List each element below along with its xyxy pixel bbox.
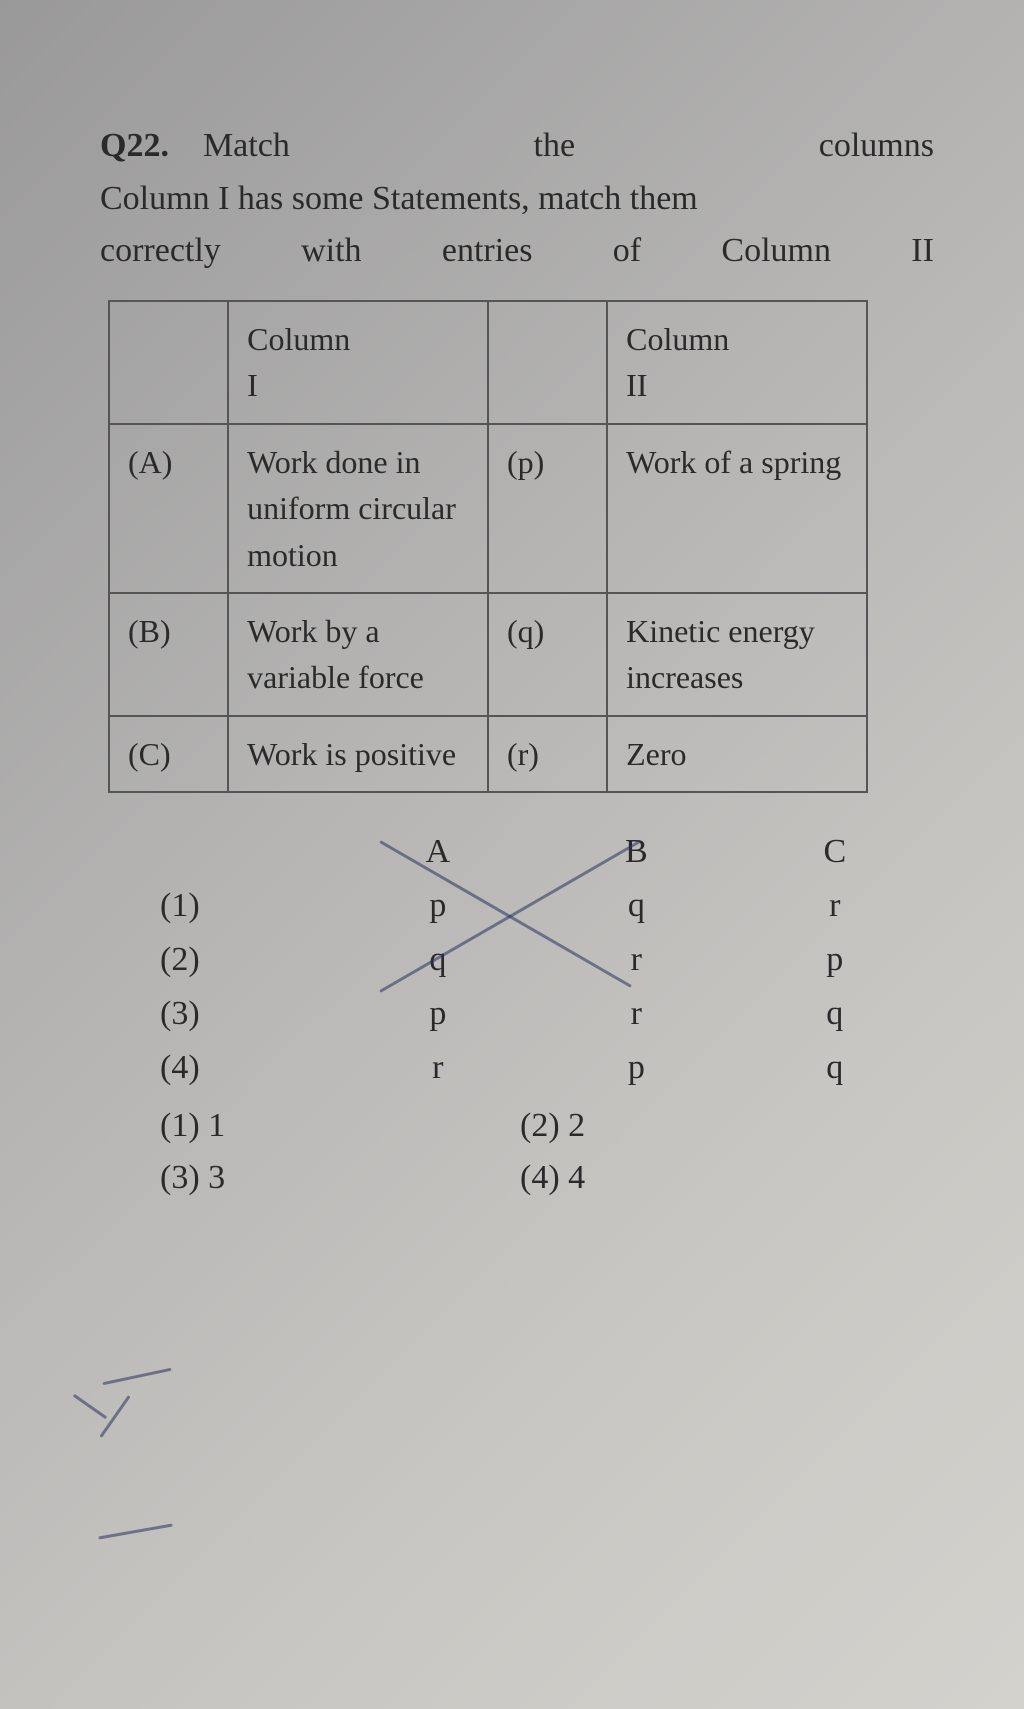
opt1-b: q [537, 887, 735, 925]
question-line-2: Column I has some Statements, match them [100, 173, 934, 226]
row-key-p: (p) [488, 424, 607, 593]
row-key-r: (r) [488, 716, 607, 792]
subopt-4: (4) 4 [520, 1159, 880, 1197]
q-line3-w5: Column [721, 225, 831, 278]
option-row-2: (2) q r p [160, 941, 934, 979]
subopt-row-2: (3) 3 (4) 4 [160, 1159, 934, 1197]
table-row: (C) Work is positive (r) Zero [109, 716, 867, 792]
row-label-c: (C) [109, 716, 228, 792]
subopt-row-1: (1) 1 (2) 2 [160, 1107, 934, 1145]
table-row: (B) Work by a variable force (q) Kinetic… [109, 593, 867, 716]
question-header: Q22. Match the columns Column I has some… [100, 120, 934, 278]
match-table: Column I Column II (A) Work done in unif… [108, 300, 868, 793]
q-line3-w6: II [911, 225, 934, 278]
q-line3-w3: entries [442, 225, 533, 278]
table-row: (A) Work done in uniform circular motion… [109, 424, 867, 593]
q-line1-word3: columns [819, 120, 934, 173]
options-header: A B C [160, 833, 934, 871]
opt3-c: q [736, 995, 934, 1033]
row-label-a: (A) [109, 424, 228, 593]
question-line-1: Q22. Match the columns [100, 120, 934, 173]
q-line1-word2: the [534, 120, 576, 173]
page: Q22. Match the columns Column I has some… [0, 0, 1024, 1709]
q-line1-word1: Match [203, 127, 290, 164]
option-row-3: (3) p r q [160, 995, 934, 1033]
opt1-a: p [339, 887, 537, 925]
opt2-b: r [537, 941, 735, 979]
subopt-2: (2) 2 [520, 1107, 880, 1145]
opt1-c: r [736, 887, 934, 925]
opt2-n: (2) [160, 941, 339, 979]
option-row-1: (1) p q r [160, 887, 934, 925]
row-col1-a: Work done in uniform circular motion [228, 424, 488, 593]
q-line3-w4: of [613, 225, 641, 278]
row-key-q: (q) [488, 593, 607, 716]
sub-options: (1) 1 (2) 2 (3) 3 (4) 4 [160, 1107, 934, 1197]
row-col2-q: Kinetic energy increases [607, 593, 867, 716]
question-line-3: correctly with entries of Column II [100, 225, 934, 278]
row-col2-r: Zero [607, 716, 867, 792]
opt3-b: r [537, 995, 735, 1033]
opt-head-a: A [339, 833, 537, 871]
q-line3-w1: correctly [100, 225, 221, 278]
opt4-n: (4) [160, 1049, 339, 1087]
opt4-a: r [339, 1049, 537, 1087]
opt1-n: (1) [160, 887, 339, 925]
opt-head-c: C [736, 833, 934, 871]
row-col2-p: Work of a spring [607, 424, 867, 593]
subopt-3: (3) 3 [160, 1159, 520, 1197]
row-col1-b: Work by a variable force [228, 593, 488, 716]
opt3-a: p [339, 995, 537, 1033]
opt-head-b: B [537, 833, 735, 871]
th-blank2 [488, 301, 607, 424]
row-col1-c: Work is positive [228, 716, 488, 792]
opt2-a: q [339, 941, 537, 979]
row-label-b: (B) [109, 593, 228, 716]
opt2-c: p [736, 941, 934, 979]
opt4-c: q [736, 1049, 934, 1087]
opt4-b: p [537, 1049, 735, 1087]
subopt-1: (1) 1 [160, 1107, 520, 1145]
question-number: Q22. [100, 127, 169, 164]
answer-options: A B C (1) p q r (2) q r p (3) p r q (4) … [160, 833, 934, 1087]
table-header-row: Column I Column II [109, 301, 867, 424]
th-column-i: Column I [228, 301, 488, 424]
option-row-4: (4) r p q [160, 1049, 934, 1087]
th-blank1 [109, 301, 228, 424]
th-column-ii: Column II [607, 301, 867, 424]
opt3-n: (3) [160, 995, 339, 1033]
q-line3-w2: with [301, 225, 361, 278]
